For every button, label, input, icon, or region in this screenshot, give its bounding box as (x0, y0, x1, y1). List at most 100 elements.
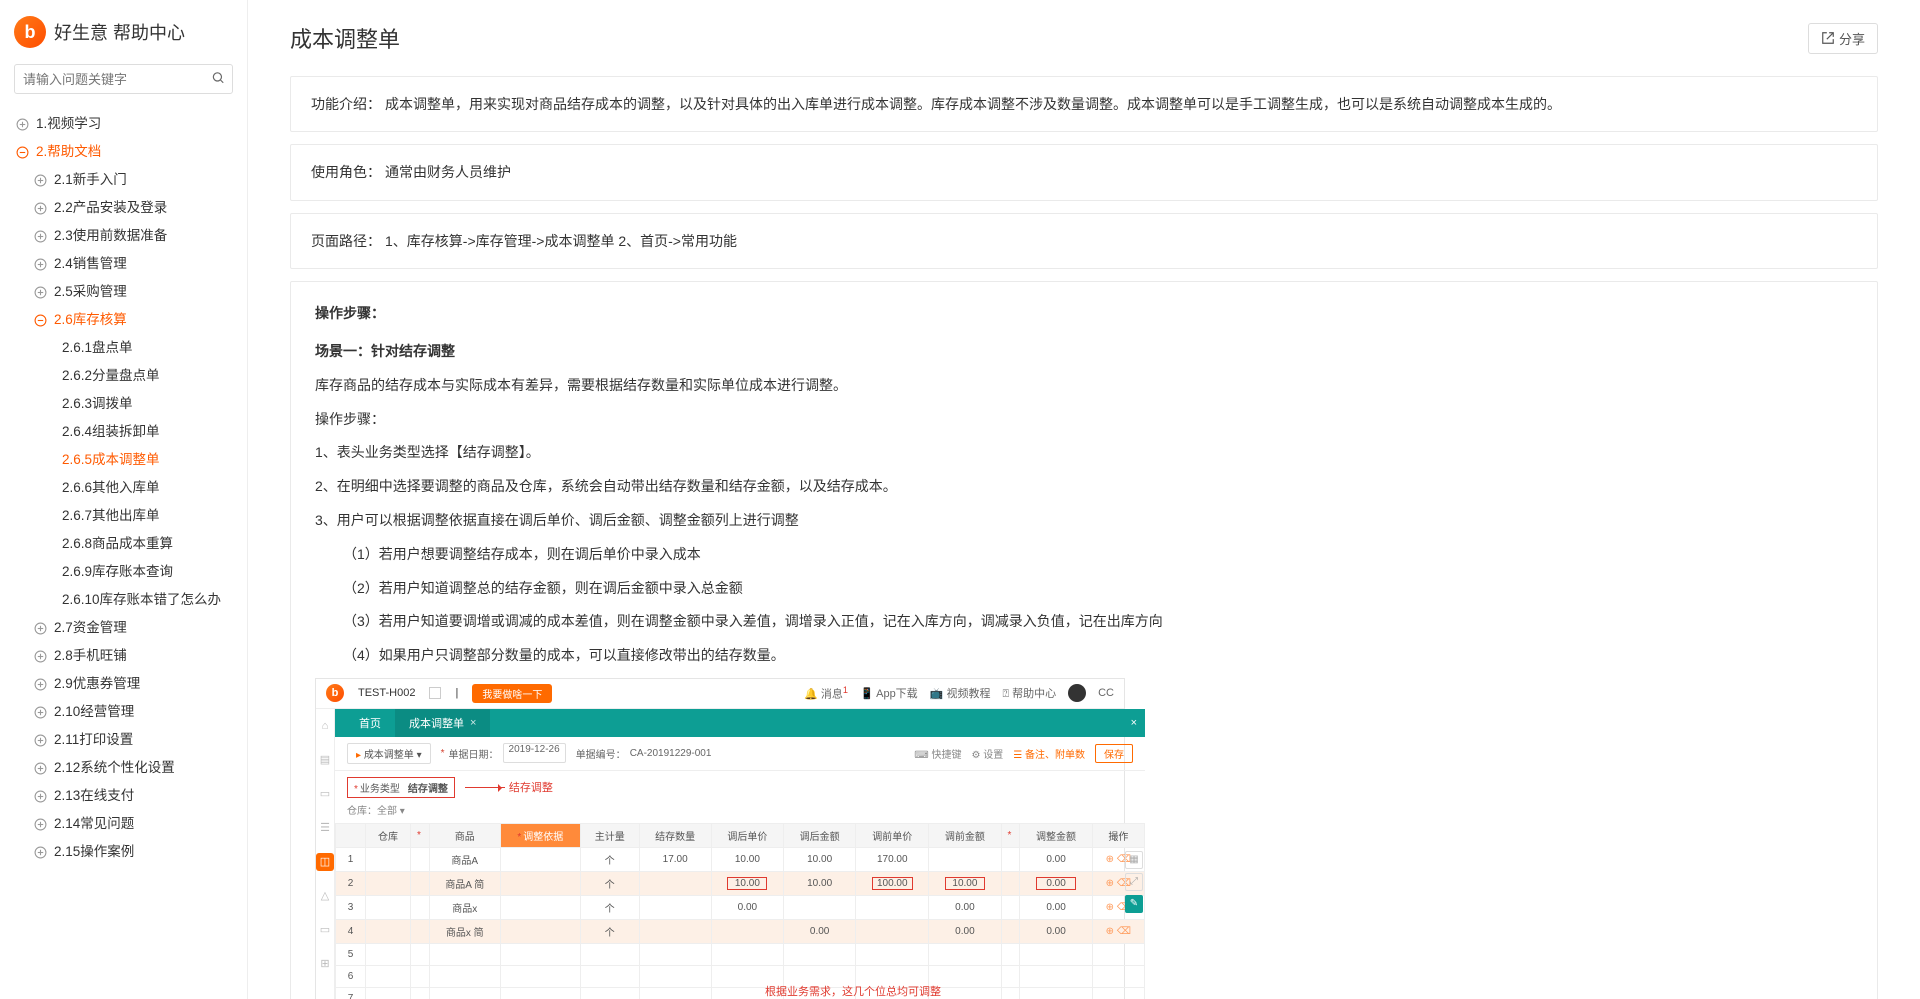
share-button[interactable]: 分享 (1808, 23, 1878, 54)
nav-label: 2.5采购管理 (54, 279, 127, 305)
nav-sub-2-15[interactable]: 2.15操作案例 (14, 838, 233, 866)
tab-home[interactable]: 首页 (345, 709, 395, 737)
square-icon[interactable] (429, 687, 441, 699)
nav-label: 2.6.6其他入库单 (62, 475, 160, 501)
nav-sub-2-1[interactable]: 2.1新手入门 (14, 166, 233, 194)
table-row[interactable]: 1商品A个17.0010.0010.00170.000.00⊕ ⌫ (336, 847, 1145, 871)
table-row[interactable]: 7 (336, 987, 1145, 999)
tool-3[interactable]: ✎ (1125, 895, 1143, 913)
nav-leaf-2-6-4[interactable]: 2.6.4组装拆卸单 (14, 418, 233, 446)
nav-leaf-2-6-7[interactable]: 2.6.7其他出库单 (14, 502, 233, 530)
nav-sub-2-8[interactable]: 2.8手机旺铺 (14, 642, 233, 670)
save-button[interactable]: 保存 (1095, 744, 1133, 763)
chart-icon[interactable]: △ (316, 887, 334, 905)
nav-label: 2.13在线支付 (54, 783, 134, 809)
nav-leaf-2-6-8[interactable]: 2.6.8商品成本重算 (14, 530, 233, 558)
nav-label: 2.2产品安装及登录 (54, 195, 167, 221)
biztype-box[interactable]: *业务类型 结存调整 (347, 777, 455, 798)
path-box: 页面路径：1、库存核算->库存管理->成本调整单 2、首页->常用功能 (290, 213, 1878, 269)
plus-icon (32, 200, 48, 216)
nav-leaf-2-6-5[interactable]: 2.6.5成本调整单 (14, 446, 233, 474)
nav-sub-2-4[interactable]: 2.4销售管理 (14, 250, 233, 278)
doc-icon[interactable]: ▤ (316, 751, 334, 769)
tab-close-all[interactable]: × (1131, 717, 1145, 729)
plus-icon (32, 844, 48, 860)
note-link[interactable]: ☰ 备注、附单数 (1013, 746, 1085, 761)
box-icon[interactable]: ▭ (316, 785, 334, 803)
nav-label: 2.11打印设置 (54, 727, 133, 753)
intro-text: 成本调整单，用来实现对商品结存成本的调整，以及针对具体的出入库单进行成本调整。库… (385, 96, 1561, 112)
nav-sub-2-3[interactable]: 2.3使用前数据准备 (14, 222, 233, 250)
steps-block: 操作步骤： 场景一：针对结存调整 库存商品的结存成本与实际成本有差异，需要根据结… (290, 281, 1878, 999)
date-input[interactable]: 2019-12-26 (503, 743, 566, 763)
nav-leaf-2-6-3[interactable]: 2.6.3调拨单 (14, 390, 233, 418)
code-value: CA-20191229-001 (630, 748, 712, 759)
nav-leaf-2-6-10[interactable]: 2.6.10库存账本错了怎么办 (14, 586, 233, 614)
scene-title: 场景一：针对结存调整 (315, 340, 1853, 364)
app-form-bar2: *业务类型 结存调整 结存调整 (335, 771, 1145, 800)
app-screenshot: b TEST-H002 | 我要做啥一下 🔔 消息1 📱 App下载 📺 视频教… (315, 678, 1125, 999)
brand-title: 好生意 帮助中心 (54, 19, 185, 45)
nav-sub-2-13[interactable]: 2.13在线支付 (14, 782, 233, 810)
store-icon[interactable]: ◫ (316, 853, 334, 871)
app-download[interactable]: 📱 App下载 (860, 685, 918, 701)
nav-item-1[interactable]: 1.视频学习 (14, 110, 233, 138)
avatar[interactable] (1068, 684, 1086, 702)
help-link[interactable]: ⍰ 帮助中心 (1002, 685, 1056, 701)
table-row[interactable]: 6 (336, 965, 1145, 987)
role-box: 使用角色：通常由财务人员维护 (290, 144, 1878, 200)
nav-label: 2.14常见问题 (54, 811, 134, 837)
annotation-1: 结存调整 (465, 779, 553, 795)
setting-link[interactable]: ⚙ 设置 (972, 746, 1004, 761)
grid-icon[interactable]: ⊞ (316, 955, 334, 973)
search-icon[interactable] (211, 71, 225, 88)
search-input[interactable] (14, 64, 233, 94)
table-row[interactable]: 5 (336, 943, 1145, 965)
nav-item-2[interactable]: 2.帮助文档 (14, 138, 233, 166)
tab-doc[interactable]: 成本调整单× (395, 709, 490, 737)
nav-leaf-2-6-9[interactable]: 2.6.9库存账本查询 (14, 558, 233, 586)
scene-desc: 库存商品的结存成本与实际成本有差异，需要根据结存数量和实际单位成本进行调整。 (315, 374, 1853, 398)
intro-box: 功能介绍：成本调整单，用来实现对商品结存成本的调整，以及针对具体的出入库单进行成… (290, 76, 1878, 132)
close-icon[interactable]: × (470, 717, 476, 729)
plus-icon (32, 816, 48, 832)
sub-2: （2）若用户知道调整总的结存金额，则在调后金额中录入总金额 (315, 577, 1853, 601)
shortcut-link[interactable]: ⌨ 快捷键 (914, 746, 961, 761)
video-link[interactable]: 📺 视频教程 (930, 685, 991, 701)
app-logo: b (326, 684, 344, 702)
data-table: 仓库 商品 *调整依据 主计量 结存数量 调后单价 调后金额 调前单价 调 (335, 823, 1145, 999)
table-row[interactable]: 3商品x个0.000.000.00⊕ ⌫ (336, 895, 1145, 919)
nav-sub-2-12[interactable]: 2.12系统个性化设置 (14, 754, 233, 782)
nav-label: 2.4销售管理 (54, 251, 127, 277)
share-icon (1821, 31, 1835, 45)
nav-sub-2-10[interactable]: 2.10经营管理 (14, 698, 233, 726)
role-label: 使用角色： (311, 164, 381, 180)
nav-leaf-2-6-6[interactable]: 2.6.6其他入库单 (14, 474, 233, 502)
nav-label: 2.6.10库存账本错了怎么办 (62, 587, 221, 613)
tool-1[interactable]: ▦ (1125, 851, 1143, 869)
nav-label: 2.15操作案例 (54, 839, 134, 865)
app-form-bar3: 仓库：全部 ▾ (335, 800, 1145, 823)
nav-sub-2-11[interactable]: 2.11打印设置 (14, 726, 233, 754)
nav-sub-2-7[interactable]: 2.7资金管理 (14, 614, 233, 642)
cal-icon[interactable]: ☰ (316, 819, 334, 837)
tool-2[interactable]: ⤢ (1125, 873, 1143, 891)
card-icon[interactable]: ▭ (316, 921, 334, 939)
share-label: 分享 (1839, 29, 1865, 48)
nav-sub-2-9[interactable]: 2.9优惠券管理 (14, 670, 233, 698)
minus-icon (14, 144, 30, 160)
table-row[interactable]: 4商品x 简个0.000.000.00⊕ ⌫ (336, 919, 1145, 943)
table-row[interactable]: 2商品A 简个10.0010.00100.0010.000.00⊕ ⌫ (336, 871, 1145, 895)
top-cta-button[interactable]: 我要做啥一下 (472, 684, 552, 703)
col-adjust-basis: *调整依据 (500, 823, 580, 847)
nav-leaf-2-6-2[interactable]: 2.6.2分量盘点单 (14, 362, 233, 390)
sub-1: （1）若用户想要调整结存成本，则在调后单价中录入成本 (315, 543, 1853, 567)
nav-sub-2-14[interactable]: 2.14常见问题 (14, 810, 233, 838)
nav-sub-2-5[interactable]: 2.5采购管理 (14, 278, 233, 306)
nav-leaf-2-6-1[interactable]: 2.6.1盘点单 (14, 334, 233, 362)
nav-sub-2-6[interactable]: 2.6库存核算 (14, 306, 233, 334)
nav-sub-2-2[interactable]: 2.2产品安装及登录 (14, 194, 233, 222)
nav-label: 2.3使用前数据准备 (54, 223, 167, 249)
home-icon[interactable]: ⌂ (316, 717, 334, 735)
msg-icon[interactable]: 🔔 消息1 (804, 685, 848, 702)
